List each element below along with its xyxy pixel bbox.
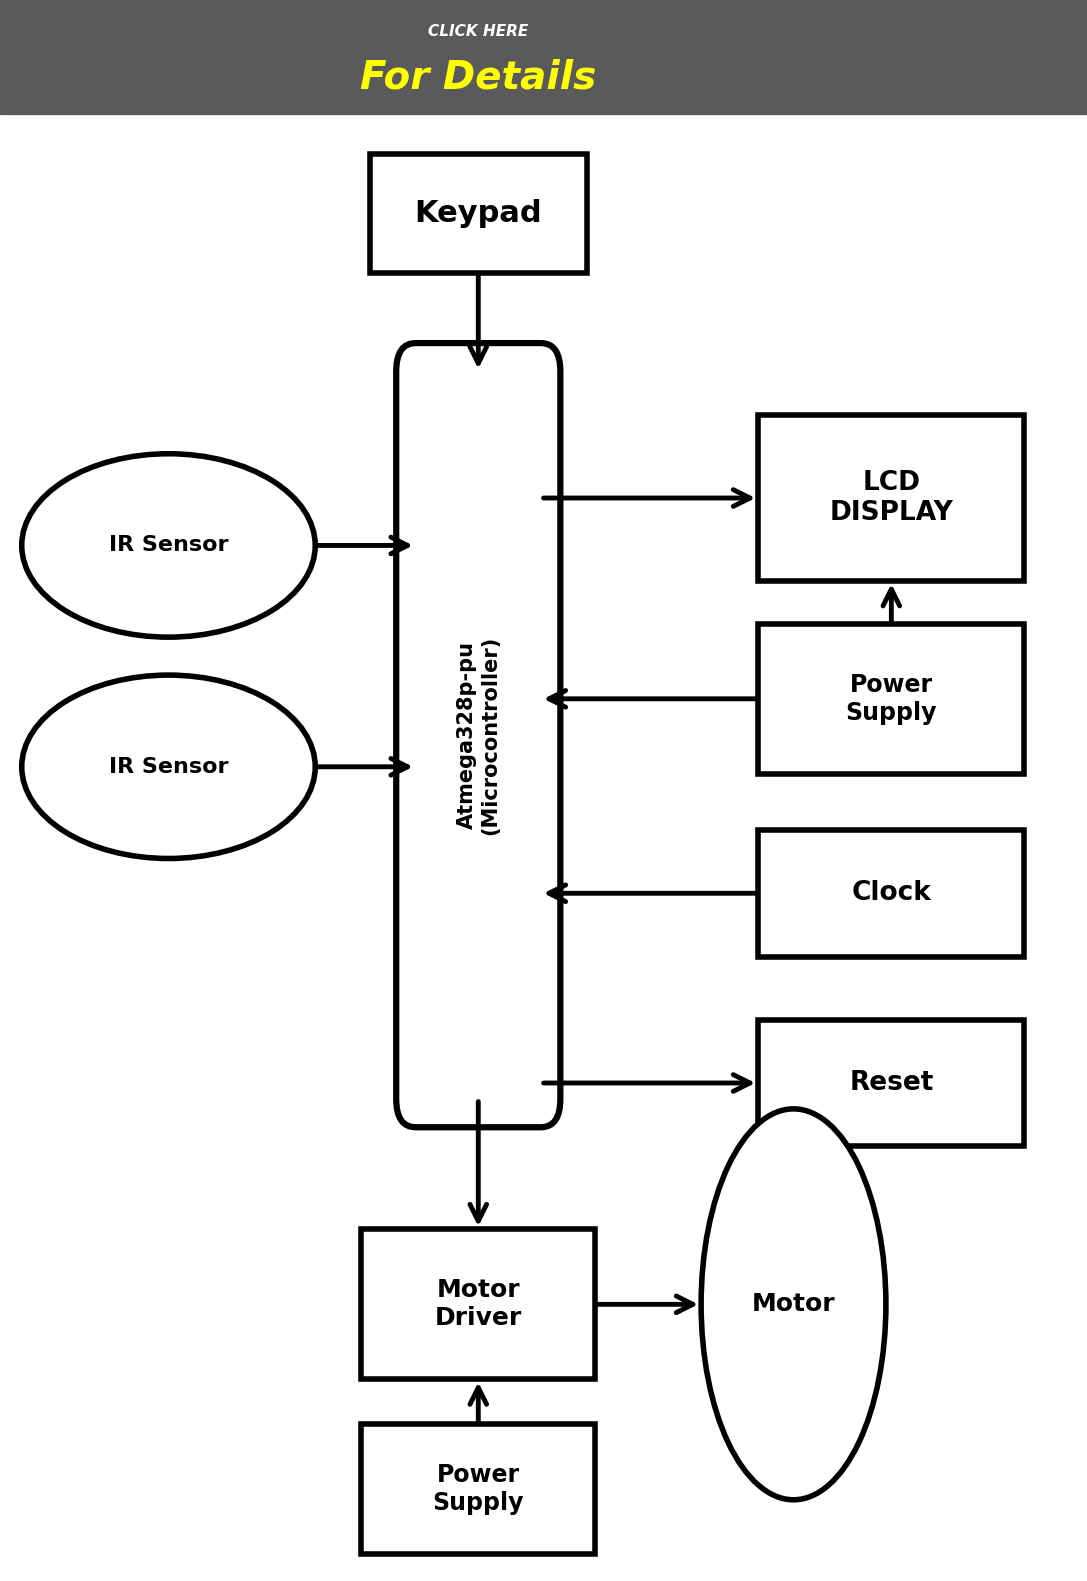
Bar	[361, 1230, 596, 1379]
Text: Motor: Motor	[752, 1292, 835, 1317]
Bar	[759, 623, 1024, 773]
Bar	[759, 830, 1024, 957]
Text: Clock: Clock	[851, 881, 932, 906]
Text: Power
Supply: Power Supply	[846, 674, 937, 724]
Bar	[361, 1424, 596, 1554]
Text: Atmega328p-pu
(Microcontroller): Atmega328p-pu (Microcontroller)	[457, 636, 500, 835]
Text: Reset: Reset	[849, 1070, 934, 1096]
Text: CLICK HERE: CLICK HERE	[428, 24, 528, 40]
Ellipse shape	[22, 454, 315, 637]
Ellipse shape	[22, 675, 315, 858]
Bar	[759, 416, 1024, 580]
Text: Power
Supply: Power Supply	[433, 1464, 524, 1515]
Text: Motor
Driver: Motor Driver	[435, 1279, 522, 1330]
Text: LCD
DISPLAY: LCD DISPLAY	[829, 470, 953, 526]
Bar	[0, 0, 1087, 114]
Bar	[759, 1020, 1024, 1146]
Text: For Details: For Details	[360, 58, 597, 96]
Text: Keypad: Keypad	[414, 199, 542, 228]
Ellipse shape	[701, 1108, 886, 1500]
Text: IR Sensor: IR Sensor	[109, 536, 228, 555]
FancyBboxPatch shape	[396, 343, 561, 1127]
Bar	[370, 155, 587, 272]
Text: IR Sensor: IR Sensor	[109, 757, 228, 776]
